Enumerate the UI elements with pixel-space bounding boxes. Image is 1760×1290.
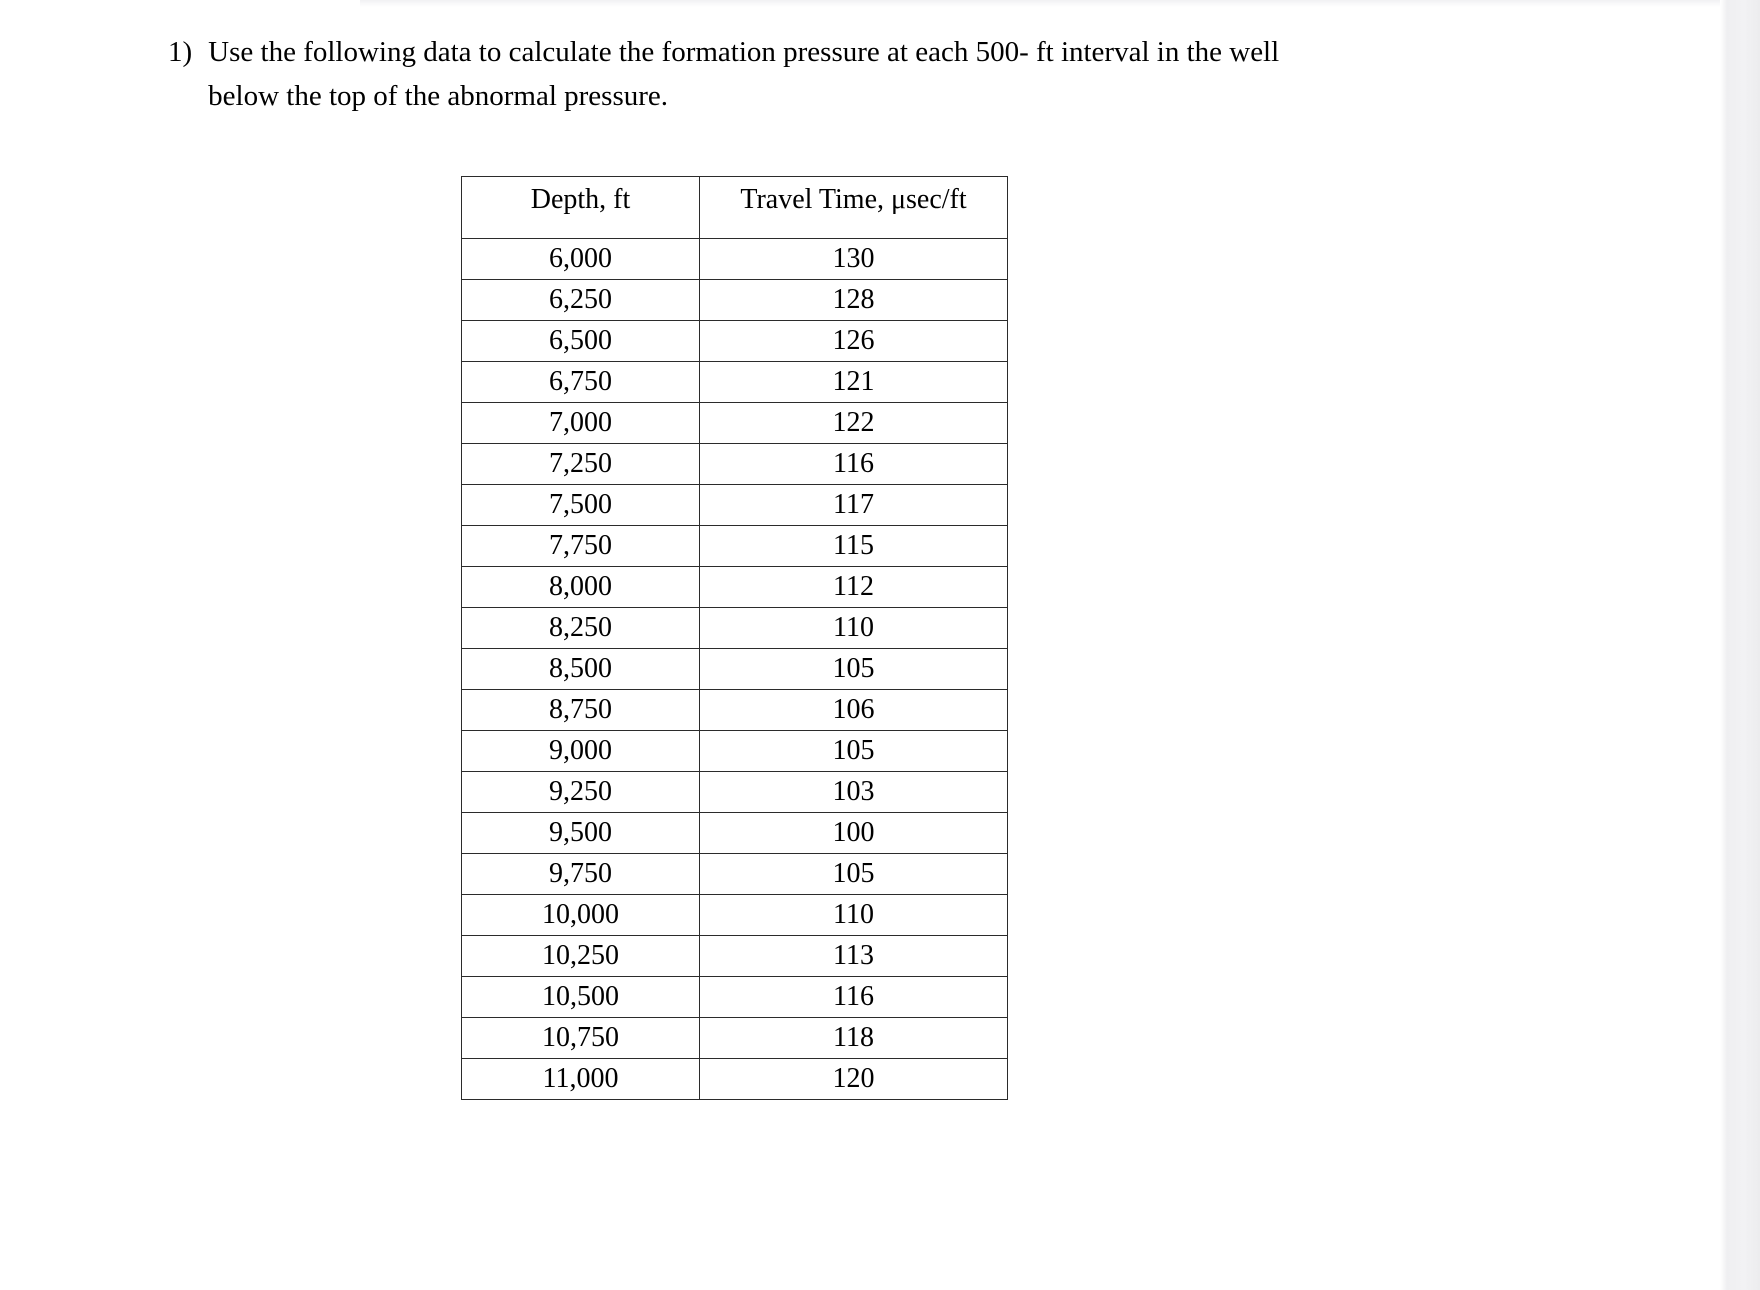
cell-travel-time: 110 xyxy=(699,607,1008,649)
cell-depth: 6,250 xyxy=(461,279,700,321)
cell-depth: 9,500 xyxy=(461,812,700,854)
cell-depth: 6,500 xyxy=(461,320,700,362)
table-row: 8,000 112 xyxy=(461,566,1008,608)
cell-travel-time: 110 xyxy=(699,894,1008,936)
cell-travel-time: 115 xyxy=(699,525,1008,567)
cell-depth: 9,000 xyxy=(461,730,700,772)
cell-travel-time: 116 xyxy=(699,976,1008,1018)
cell-travel-time: 105 xyxy=(699,853,1008,895)
cell-depth: 7,500 xyxy=(461,484,700,526)
cell-depth: 7,750 xyxy=(461,525,700,567)
cell-travel-time: 121 xyxy=(699,361,1008,403)
table-row: 6,750 121 xyxy=(461,361,1008,403)
cell-travel-time: 105 xyxy=(699,648,1008,690)
table-row: 7,500 117 xyxy=(461,484,1008,526)
table-row: 9,250 103 xyxy=(461,771,1008,813)
cell-travel-time: 105 xyxy=(699,730,1008,772)
cell-travel-time: 103 xyxy=(699,771,1008,813)
table-row: 6,000 130 xyxy=(461,238,1008,280)
question-number: 1) xyxy=(168,36,193,68)
document-page: 1) Use the following data to calculate t… xyxy=(168,0,1720,1100)
cell-travel-time: 118 xyxy=(699,1017,1008,1059)
cell-travel-time: 120 xyxy=(699,1058,1008,1100)
table-body: 6,000 130 6,250 128 6,500 126 6,750 121 7,000 122… xyxy=(461,238,1008,1100)
table-row: 9,500 100 xyxy=(461,812,1008,854)
page-top-shadow xyxy=(360,0,1720,7)
table-row: 7,750 115 xyxy=(461,525,1008,567)
question-block: 1) Use the following data to calculate t… xyxy=(168,30,1343,118)
depth-travel-time-table: Depth, ft Travel Time, μsec/ft 6,000 130 6… xyxy=(461,176,1008,1100)
cell-travel-time: 117 xyxy=(699,484,1008,526)
table-row: 6,500 126 xyxy=(461,320,1008,362)
table-row: 9,000 105 xyxy=(461,730,1008,772)
table-row: 10,000 110 xyxy=(461,894,1008,936)
cell-travel-time: 106 xyxy=(699,689,1008,731)
table-row: 10,500 116 xyxy=(461,976,1008,1018)
cell-travel-time: 116 xyxy=(699,443,1008,485)
cell-depth: 10,750 xyxy=(461,1017,700,1059)
table-header: Depth, ft Travel Time, μsec/ft xyxy=(461,176,1008,239)
cell-depth: 8,000 xyxy=(461,566,700,608)
table-row: 7,250 116 xyxy=(461,443,1008,485)
question-text: Use the following data to calculate the … xyxy=(208,36,1280,112)
table-row: 8,500 105 xyxy=(461,648,1008,690)
cell-travel-time: 100 xyxy=(699,812,1008,854)
cell-travel-time: 126 xyxy=(699,320,1008,362)
cell-travel-time: 122 xyxy=(699,402,1008,444)
table-row: 8,250 110 xyxy=(461,607,1008,649)
cell-depth: 8,750 xyxy=(461,689,700,731)
cell-depth: 10,000 xyxy=(461,894,700,936)
cell-travel-time: 130 xyxy=(699,238,1008,280)
column-header-travel-time: Travel Time, μsec/ft xyxy=(699,176,1008,239)
cell-travel-time: 113 xyxy=(699,935,1008,977)
cell-depth: 8,500 xyxy=(461,648,700,690)
cell-depth: 7,250 xyxy=(461,443,700,485)
column-header-depth: Depth, ft xyxy=(461,176,700,239)
cell-depth: 10,250 xyxy=(461,935,700,977)
cell-depth: 11,000 xyxy=(461,1058,700,1100)
data-table-container: Depth, ft Travel Time, μsec/ft 6,000 130 6… xyxy=(461,176,1008,1100)
table-row: 10,750 118 xyxy=(461,1017,1008,1059)
cell-depth: 6,750 xyxy=(461,361,700,403)
cell-depth: 9,250 xyxy=(461,771,700,813)
cell-depth: 10,500 xyxy=(461,976,700,1018)
table-row: 9,750 105 xyxy=(461,853,1008,895)
cell-depth: 8,250 xyxy=(461,607,700,649)
cell-travel-time: 128 xyxy=(699,279,1008,321)
cell-travel-time: 112 xyxy=(699,566,1008,608)
table-row: 11,000 120 xyxy=(461,1058,1008,1100)
table-row: 6,250 128 xyxy=(461,279,1008,321)
cell-depth: 7,000 xyxy=(461,402,700,444)
cell-depth: 6,000 xyxy=(461,238,700,280)
table-row: 8,750 106 xyxy=(461,689,1008,731)
table-row: 7,000 122 xyxy=(461,402,1008,444)
page-right-edge xyxy=(1720,0,1760,1290)
table-row: 10,250 113 xyxy=(461,935,1008,977)
cell-depth: 9,750 xyxy=(461,853,700,895)
table-header-row: Depth, ft Travel Time, μsec/ft xyxy=(461,176,1008,239)
